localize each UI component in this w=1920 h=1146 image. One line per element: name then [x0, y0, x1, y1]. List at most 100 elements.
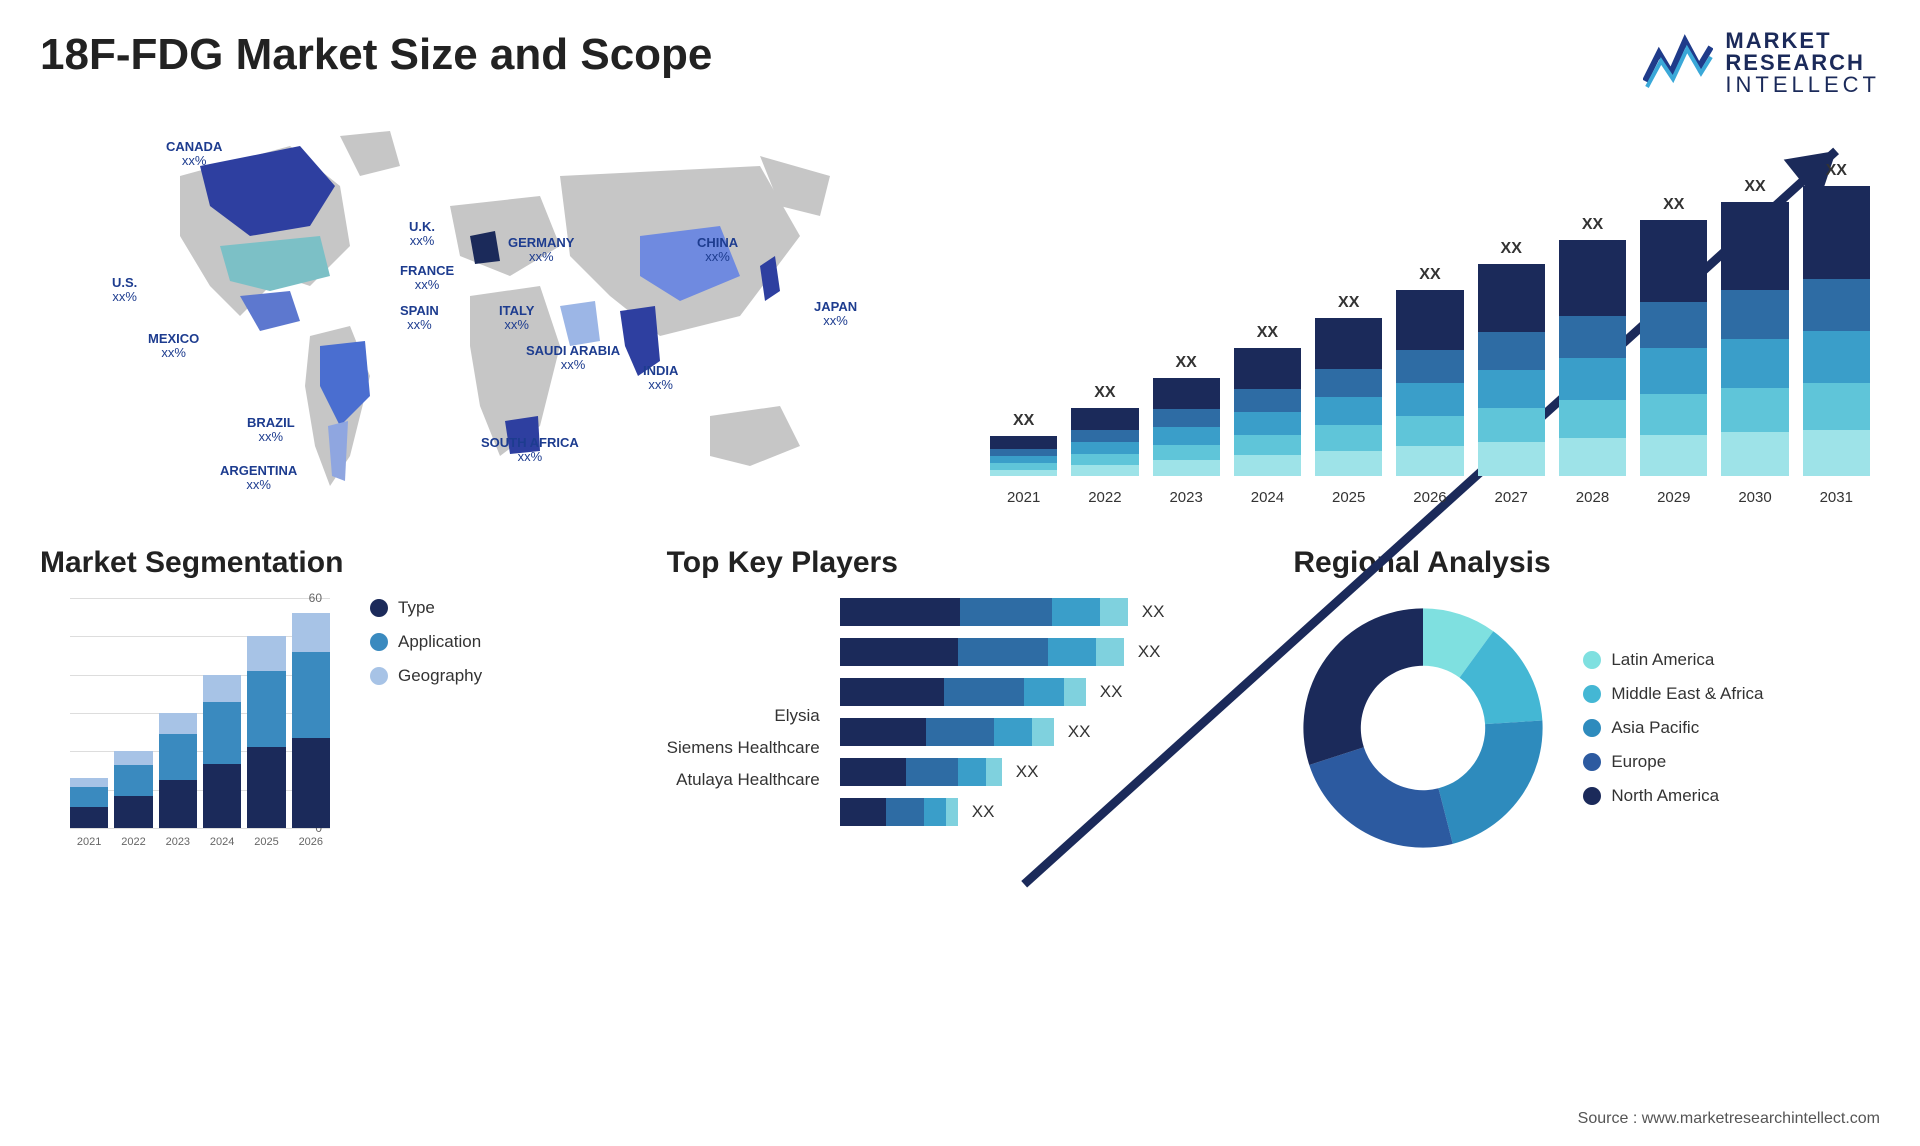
hbar-segment: [946, 798, 958, 826]
bar-segment: [990, 449, 1057, 456]
map-label-south-africa: SOUTH AFRICAxx%: [481, 436, 579, 465]
hbar-value: XX: [1138, 642, 1161, 662]
forecast-year: 2021: [990, 489, 1057, 506]
bar-segment: [114, 765, 152, 796]
segmentation-bar: [159, 713, 197, 828]
map-label-japan: JAPANxx%: [814, 300, 857, 329]
bar-segment: [247, 671, 285, 748]
forecast-year: 2029: [1640, 489, 1707, 506]
bar-segment: [114, 751, 152, 765]
bar-segment: [247, 747, 285, 827]
hbar-segment: [840, 718, 926, 746]
bar-segment: [1803, 383, 1870, 429]
legend-swatch: [1583, 787, 1601, 805]
bar-segment: [1396, 416, 1463, 446]
key-player-row: XX: [840, 718, 1165, 746]
segmentation-year: 2024: [203, 836, 241, 848]
bar-segment: [1315, 318, 1382, 369]
bar-segment: [1478, 408, 1545, 442]
key-player-row: XX: [840, 598, 1165, 626]
bar-segment: [1803, 430, 1870, 476]
bar-segment: [1721, 388, 1788, 432]
segmentation-year: 2021: [70, 836, 108, 848]
bar-value-label: XX: [1315, 294, 1382, 312]
hbar-segment: [1064, 678, 1086, 706]
key-player-name: Siemens Healthcare: [667, 738, 820, 758]
map-label-india: INDIAxx%: [643, 364, 678, 393]
bar-segment: [1478, 332, 1545, 370]
bar-segment: [1234, 435, 1301, 455]
regional-chart: Latin AmericaMiddle East & AfricaAsia Pa…: [1293, 598, 1880, 858]
hbar: [840, 638, 1124, 666]
bar-segment: [1153, 378, 1220, 409]
bar-segment: [1640, 302, 1707, 348]
bar-segment: [1396, 350, 1463, 383]
hbar-value: XX: [1100, 682, 1123, 702]
forecast-year: 2022: [1071, 489, 1138, 506]
legend-item: Type: [370, 598, 482, 618]
legend-item: Application: [370, 632, 482, 652]
legend-item: North America: [1583, 786, 1763, 806]
legend-swatch: [1583, 753, 1601, 771]
key-player-name: Atulaya Healthcare: [667, 770, 820, 790]
logo-line1: MARKET: [1725, 30, 1880, 52]
map-label-argentina: ARGENTINAxx%: [220, 464, 297, 493]
bar-segment: [990, 456, 1057, 463]
forecast-year: 2025: [1315, 489, 1382, 506]
map-label-saudi-arabia: SAUDI ARABIAxx%: [526, 344, 620, 373]
logo-line3: INTELLECT: [1725, 74, 1880, 96]
hbar-segment: [840, 678, 944, 706]
bar-segment: [1315, 369, 1382, 397]
bar-segment: [1640, 348, 1707, 394]
legend-item: Europe: [1583, 752, 1763, 772]
hbar-segment: [1052, 598, 1100, 626]
bar-segment: [1396, 290, 1463, 350]
bar-value-label: XX: [1396, 266, 1463, 284]
key-player-row: XX: [840, 638, 1165, 666]
bar-segment: [1071, 454, 1138, 465]
key-player-row: XX: [840, 798, 1165, 826]
forecast-bar: XX: [1478, 264, 1545, 476]
bar-segment: [1803, 186, 1870, 279]
bar-value-label: XX: [1640, 196, 1707, 214]
hbar-value: XX: [1068, 722, 1091, 742]
bar-segment: [70, 787, 108, 807]
bar-segment: [203, 764, 241, 828]
logo-icon: [1643, 33, 1713, 93]
bar-segment: [990, 436, 1057, 449]
hbar-segment: [886, 798, 924, 826]
hbar-segment: [840, 798, 886, 826]
logo-line2: RESEARCH: [1725, 52, 1880, 74]
bar-value-label: XX: [990, 412, 1057, 430]
bar-segment: [159, 713, 197, 734]
legend-label: North America: [1611, 786, 1719, 806]
forecast-year: 2026: [1396, 489, 1463, 506]
hbar-segment: [994, 718, 1032, 746]
bar-segment: [1559, 438, 1626, 476]
donut-slice: [1304, 608, 1424, 765]
bar-segment: [1234, 455, 1301, 475]
bar-segment: [1640, 435, 1707, 476]
legend-label: Middle East & Africa: [1611, 684, 1763, 704]
segmentation-year: 2026: [292, 836, 330, 848]
hbar: [840, 718, 1054, 746]
page-title: 18F-FDG Market Size and Scope: [40, 30, 712, 80]
forecast-bar: XX: [1234, 348, 1301, 476]
map-label-spain: SPAINxx%: [400, 304, 439, 333]
bar-segment: [159, 734, 197, 780]
bar-segment: [1721, 202, 1788, 290]
forecast-bar: XX: [1559, 240, 1626, 476]
bar-segment: [1153, 460, 1220, 476]
map-label-u-s-: U.S.xx%: [112, 276, 137, 305]
bar-segment: [1721, 432, 1788, 476]
bar-segment: [247, 636, 285, 670]
map-label-germany: GERMANYxx%: [508, 236, 574, 265]
forecast-year: 2023: [1153, 489, 1220, 506]
bar-segment: [1396, 383, 1463, 416]
bar-segment: [1803, 331, 1870, 383]
hbar-segment: [960, 598, 1052, 626]
segmentation-year: 2025: [247, 836, 285, 848]
legend-item: Latin America: [1583, 650, 1763, 670]
donut-slice: [1310, 747, 1453, 847]
bar-segment: [1559, 358, 1626, 400]
